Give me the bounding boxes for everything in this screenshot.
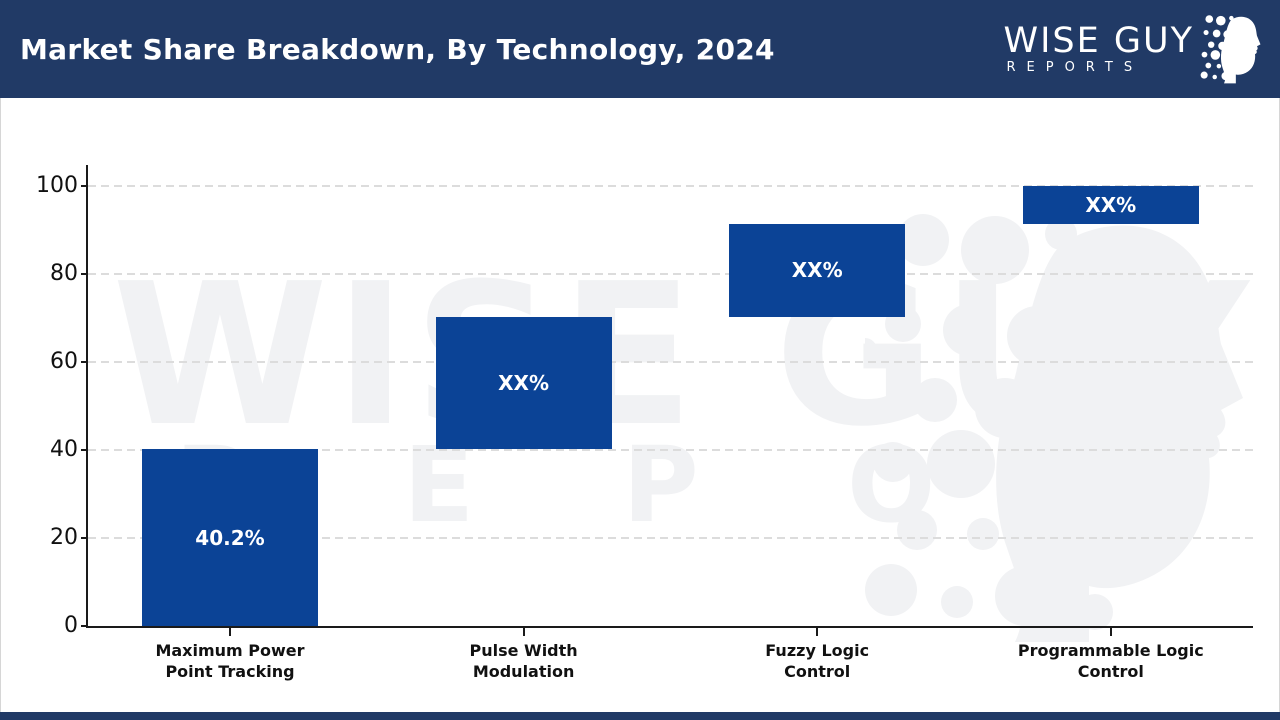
x-tick-mark	[229, 628, 231, 636]
logo-wordmark: WISE GUY	[1003, 21, 1194, 61]
y-tick-mark	[81, 537, 87, 539]
y-tick-label: 20	[50, 525, 78, 550]
bar-4: XX%	[1022, 186, 1199, 224]
x-category-label: Fuzzy Logic Control	[765, 641, 870, 681]
x-category-label: Pulse Width Modulation	[469, 641, 578, 681]
gridline-y100	[88, 185, 1253, 187]
bar-1: 40.2%	[142, 449, 318, 626]
footer-bar	[0, 712, 1280, 720]
logo-subtitle: REPORTS	[1006, 60, 1144, 75]
y-tick-label: 80	[50, 261, 78, 286]
wise-guy-logo: WISE GUY REPORTS	[1003, 8, 1280, 90]
bar-value-label: XX%	[791, 258, 843, 283]
x-category-label: Maximum Power Point Tracking	[155, 641, 305, 681]
y-axis-spine	[86, 165, 88, 628]
y-tick-label: 0	[64, 613, 78, 638]
bar-value-label: 40.2%	[195, 525, 265, 550]
chart-title: Market Share Breakdown, By Technology, 2…	[20, 32, 775, 66]
y-tick-mark	[81, 185, 87, 187]
logo-head-icon	[1200, 15, 1261, 84]
logo-text: WISE GUY REPORTS	[1003, 23, 1194, 75]
y-tick-mark	[81, 273, 87, 275]
bar-value-label: XX%	[498, 371, 550, 396]
x-axis-spine	[86, 626, 1253, 628]
x-category-label: Programmable Logic Control	[1017, 641, 1204, 681]
gridline-y20	[88, 537, 1253, 539]
bar-value-label: XX%	[1085, 192, 1137, 217]
x-tick-mark	[522, 628, 525, 636]
x-tick-mark	[1109, 628, 1112, 636]
y-tick-mark	[81, 449, 87, 451]
gridline-y40	[88, 449, 1253, 451]
bar-3: XX%	[729, 223, 906, 318]
y-tick-label: 40	[50, 437, 78, 462]
gridline-y60	[88, 361, 1253, 363]
header-bar: Market Share Breakdown, By Technology, 2…	[0, 0, 1280, 98]
y-tick-mark	[81, 625, 87, 627]
bar-2: XX%	[435, 317, 612, 450]
x-tick-mark	[816, 628, 819, 636]
y-tick-label: 60	[50, 349, 78, 374]
y-tick-mark	[81, 361, 87, 363]
y-tick-label: 100	[36, 173, 78, 198]
gridline-y80	[88, 273, 1253, 275]
